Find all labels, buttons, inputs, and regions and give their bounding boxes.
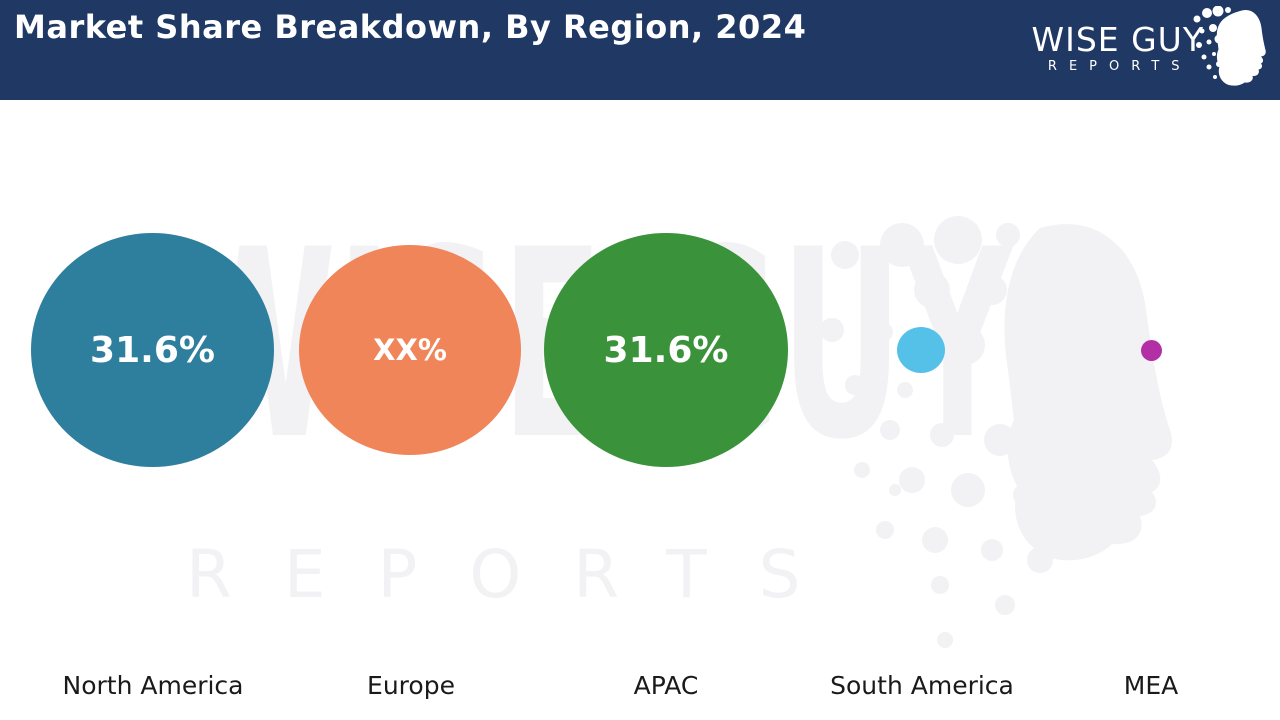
wise-guy-logo-text: WISE GUY REPORTS xyxy=(1031,20,1204,75)
bubble-value-label: 31.6% xyxy=(90,329,215,371)
category-label-north-america: North America xyxy=(62,671,244,700)
bubble-europe: XX% xyxy=(299,245,521,455)
wise-guy-logo: WISE GUY REPORTS xyxy=(1031,6,1268,94)
category-label-europe: Europe xyxy=(367,671,455,700)
brand-subtitle: REPORTS xyxy=(1047,59,1192,75)
header-bar: Market Share Breakdown, By Region, 2024 … xyxy=(0,0,1280,100)
face-profile-icon xyxy=(1193,6,1266,86)
bubble-value-label: XX% xyxy=(373,333,447,367)
category-label-mea: MEA xyxy=(1123,671,1179,700)
bubble-chart: WISE GUY REPORTS 31.6% XX xyxy=(0,100,1280,720)
bubble-mea xyxy=(1141,340,1162,361)
brand-name: WISE GUY xyxy=(1031,20,1204,59)
bubble-value-label: 31.6% xyxy=(603,329,729,371)
watermark-reports: REPORTS xyxy=(186,536,853,613)
category-label-south-america: South America xyxy=(830,671,1014,700)
category-label-apac: APAC xyxy=(633,671,699,700)
bubble-north-america: 31.6% xyxy=(31,233,274,467)
bubble-south-america xyxy=(897,327,945,373)
page-title: Market Share Breakdown, By Region, 2024 xyxy=(14,8,807,46)
watermark-face-icon xyxy=(820,216,1172,648)
bubble-apac: 31.6% xyxy=(544,233,788,467)
